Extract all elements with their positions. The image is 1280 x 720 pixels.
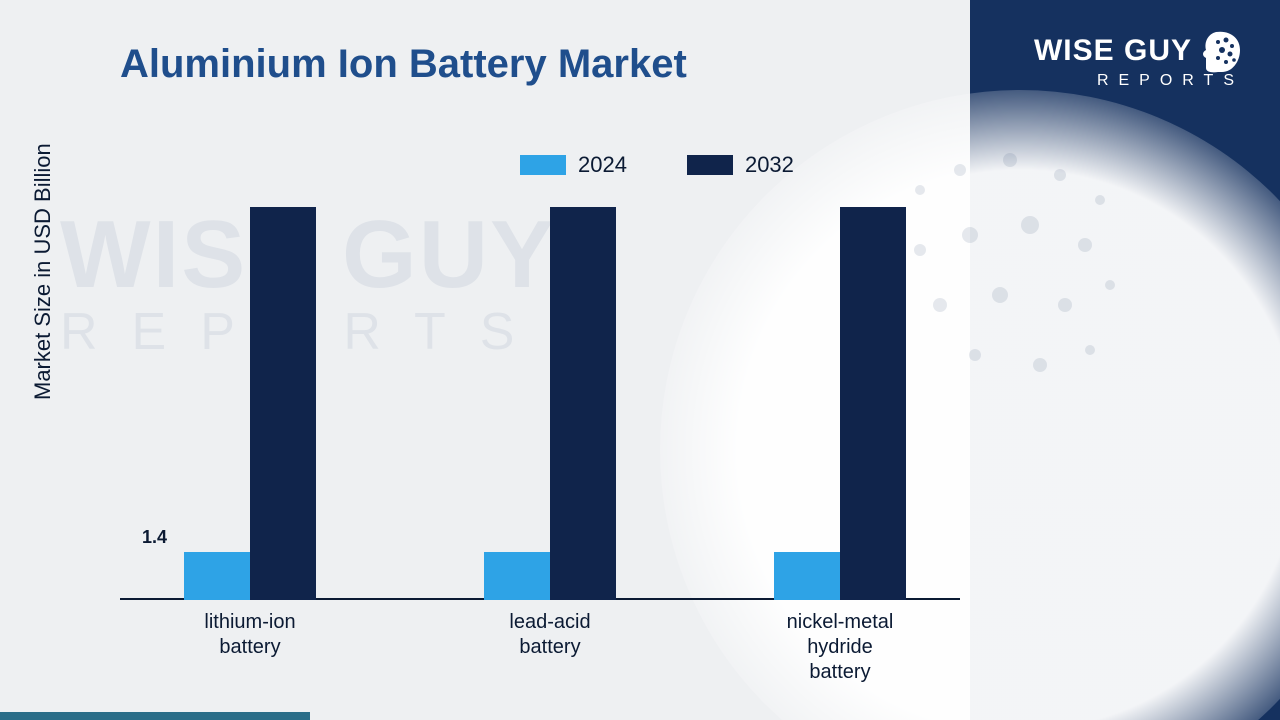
chart-canvas: WISE GUY REPORTS Aluminium Ion Battery M… bbox=[0, 0, 1280, 720]
footer-accent bbox=[0, 712, 310, 720]
bar-group bbox=[760, 207, 920, 600]
logo-line2: REPORTS bbox=[994, 72, 1244, 90]
brand-logo: WISE GUY REPORTS bbox=[994, 28, 1244, 90]
bar-group bbox=[170, 207, 330, 600]
plot-area: 1.4 bbox=[120, 190, 960, 600]
legend: 2024 2032 bbox=[520, 152, 794, 178]
legend-swatch-2024 bbox=[520, 155, 566, 175]
logo-line1: WISE GUY bbox=[1034, 34, 1192, 68]
legend-swatch-2032 bbox=[687, 155, 733, 175]
head-silhouette-icon bbox=[1198, 28, 1244, 74]
bar bbox=[840, 207, 906, 600]
chart-title: Aluminium Ion Battery Market bbox=[120, 42, 687, 87]
legend-label-2024: 2024 bbox=[578, 152, 627, 178]
category-label: lead-acidbattery bbox=[460, 610, 640, 660]
bar bbox=[484, 552, 550, 600]
bar bbox=[550, 207, 616, 600]
bar bbox=[250, 207, 316, 600]
bar bbox=[184, 552, 250, 600]
y-axis-label: Market Size in USD Billion bbox=[30, 143, 56, 400]
bar bbox=[774, 552, 840, 600]
bar-value-label: 1.4 bbox=[142, 527, 167, 548]
category-label: nickel-metalhydridebattery bbox=[750, 610, 930, 685]
category-label: lithium-ionbattery bbox=[160, 610, 340, 660]
legend-item-2032: 2032 bbox=[687, 152, 794, 178]
legend-item-2024: 2024 bbox=[520, 152, 627, 178]
bar-group bbox=[470, 207, 630, 600]
legend-label-2032: 2032 bbox=[745, 152, 794, 178]
